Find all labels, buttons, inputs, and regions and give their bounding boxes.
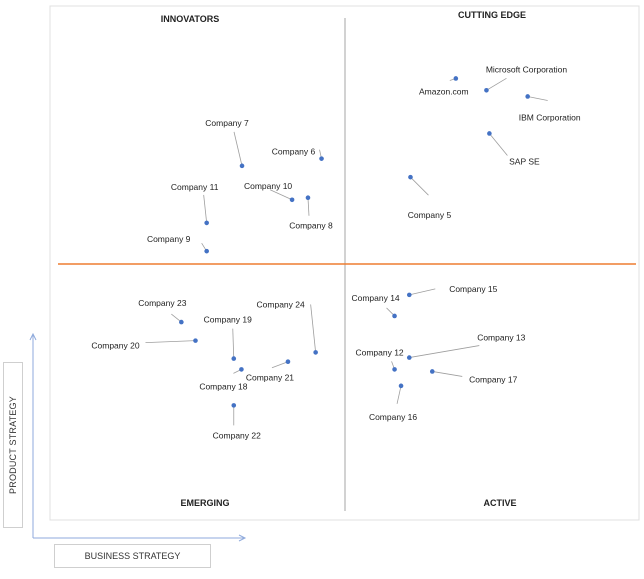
quadrant-label-cutting-edge: CUTTING EDGE: [458, 10, 526, 20]
data-point-label: Company 16: [369, 412, 417, 422]
data-point: [239, 163, 245, 169]
quadrant-label-active: ACTIVE: [483, 498, 516, 508]
data-point: [319, 156, 324, 161]
leader-line: [489, 133, 508, 156]
data-point: [406, 292, 412, 298]
data-point-label: Microsoft Corporation: [486, 64, 568, 74]
plot-frame: [49, 5, 640, 521]
data-point-label: Company 14: [351, 293, 399, 303]
data-point: [231, 403, 237, 408]
y-axis-label: PRODUCT STRATEGY: [8, 396, 18, 494]
leader-line: [432, 371, 463, 377]
data-point-label: Company 8: [289, 221, 333, 231]
data-point-label: Company 12: [355, 347, 403, 357]
leader-line: [232, 328, 235, 359]
y-axis-arrowhead: [29, 332, 37, 341]
data-point-label: Company 18: [199, 381, 247, 391]
data-point: [406, 355, 412, 360]
data-point: [392, 367, 397, 372]
data-point: [453, 76, 459, 81]
data-point-label: Company 5: [408, 210, 452, 220]
leader-line: [396, 385, 402, 404]
data-point-label: Company 7: [205, 118, 249, 128]
x-axis-label: BUSINESS STRATEGY: [84, 551, 181, 561]
quadrant-label-innovators: INNOVATORS: [161, 14, 220, 24]
data-point-label: Company 17: [469, 374, 517, 384]
data-point: [392, 313, 397, 319]
data-point: [305, 195, 311, 201]
data-point: [204, 220, 209, 226]
data-point: [429, 369, 435, 374]
data-point-label: Company 24: [257, 299, 305, 309]
data-point-label: Company 19: [204, 315, 252, 325]
leader-line: [409, 288, 436, 296]
data-point: [204, 248, 209, 254]
x-axis-arrowhead: [238, 534, 247, 542]
data-point-label: Amazon.com: [419, 86, 469, 96]
data-point: [408, 174, 413, 180]
quadrant-label-emerging: EMERGING: [180, 498, 229, 508]
leader-line: [271, 361, 289, 369]
data-point-label: Company 9: [147, 234, 191, 244]
leader-line: [307, 197, 310, 216]
data-point-label: Company 11: [171, 182, 219, 192]
y-axis-label-box: PRODUCT STRATEGY: [3, 362, 23, 528]
data-point-label: Company 6: [272, 147, 316, 157]
data-point: [289, 197, 295, 203]
leader-line: [145, 340, 196, 344]
data-point-label: Company 21: [246, 373, 294, 383]
data-point: [398, 383, 404, 389]
leader-line: [409, 345, 480, 358]
data-point-label: Company 10: [244, 181, 292, 191]
leader-line: [410, 176, 429, 196]
data-point-label: Company 13: [477, 333, 525, 343]
data-point-label: Company 20: [91, 341, 139, 351]
data-point-label: IBM Corporation: [519, 112, 581, 122]
data-point-label: Company 15: [449, 284, 497, 294]
leader-line: [233, 131, 243, 166]
leader-line: [269, 189, 293, 201]
data-point: [285, 359, 291, 364]
data-point: [193, 338, 198, 343]
data-point-label: Company 23: [138, 298, 186, 308]
leader-line: [527, 96, 548, 101]
data-point: [487, 131, 492, 136]
data-point-label: Company 22: [213, 430, 261, 440]
leader-line: [486, 77, 507, 91]
data-point: [525, 94, 530, 99]
leader-line: [203, 194, 208, 223]
data-point: [231, 356, 237, 361]
leader-line: [310, 304, 317, 353]
points-layer: Amazon.com Microsoft Corporation IBM Corpo…: [91, 64, 581, 440]
data-point: [313, 350, 318, 355]
data-point: [239, 367, 244, 372]
data-point: [484, 87, 489, 93]
data-point-label: SAP SE: [509, 156, 540, 166]
data-point: [179, 319, 184, 325]
x-axis-label-box: BUSINESS STRATEGY: [54, 544, 211, 568]
